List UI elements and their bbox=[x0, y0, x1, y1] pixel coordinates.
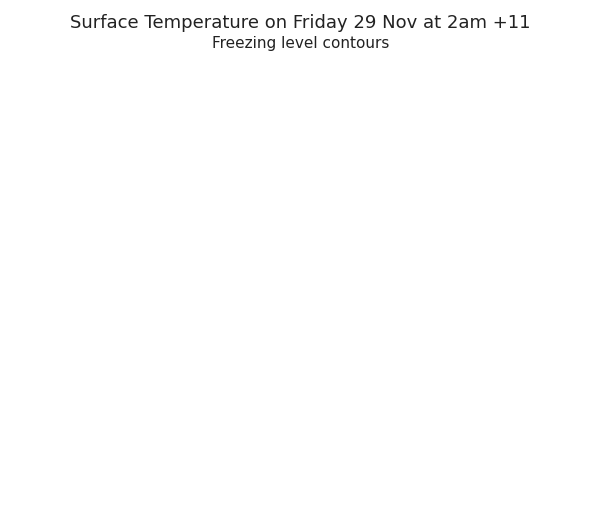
Text: Freezing level contours: Freezing level contours bbox=[212, 36, 389, 51]
Text: Surface Temperature on Friday 29 Nov at 2am +11: Surface Temperature on Friday 29 Nov at … bbox=[70, 14, 531, 32]
